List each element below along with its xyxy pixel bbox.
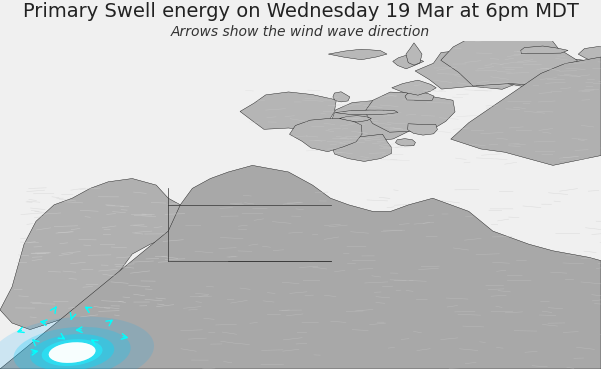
Polygon shape xyxy=(240,92,337,131)
Polygon shape xyxy=(578,46,601,62)
Polygon shape xyxy=(415,49,523,89)
Ellipse shape xyxy=(14,327,130,369)
Polygon shape xyxy=(521,46,568,54)
Polygon shape xyxy=(395,139,415,146)
Polygon shape xyxy=(365,92,455,132)
Polygon shape xyxy=(0,165,601,369)
Polygon shape xyxy=(290,118,362,152)
Polygon shape xyxy=(332,134,391,162)
Polygon shape xyxy=(499,115,528,126)
Polygon shape xyxy=(405,92,434,100)
Ellipse shape xyxy=(0,317,154,369)
Polygon shape xyxy=(331,101,422,141)
Polygon shape xyxy=(406,43,422,65)
Ellipse shape xyxy=(41,339,103,366)
Ellipse shape xyxy=(49,342,96,363)
Polygon shape xyxy=(392,55,424,69)
Polygon shape xyxy=(407,124,438,135)
Polygon shape xyxy=(491,58,601,88)
Polygon shape xyxy=(441,32,577,86)
Text: Primary Swell energy on Wednesday 19 Mar at 6pm MDT: Primary Swell energy on Wednesday 19 Mar… xyxy=(23,2,578,21)
Polygon shape xyxy=(335,110,398,115)
Ellipse shape xyxy=(49,342,96,363)
Polygon shape xyxy=(328,49,387,60)
Polygon shape xyxy=(451,57,601,165)
Ellipse shape xyxy=(30,334,114,369)
Polygon shape xyxy=(0,179,180,330)
Polygon shape xyxy=(509,132,540,151)
Polygon shape xyxy=(333,92,350,102)
Polygon shape xyxy=(572,116,601,124)
Polygon shape xyxy=(340,116,371,122)
Polygon shape xyxy=(392,80,436,95)
Text: Arrows show the wind wave direction: Arrows show the wind wave direction xyxy=(171,25,430,39)
